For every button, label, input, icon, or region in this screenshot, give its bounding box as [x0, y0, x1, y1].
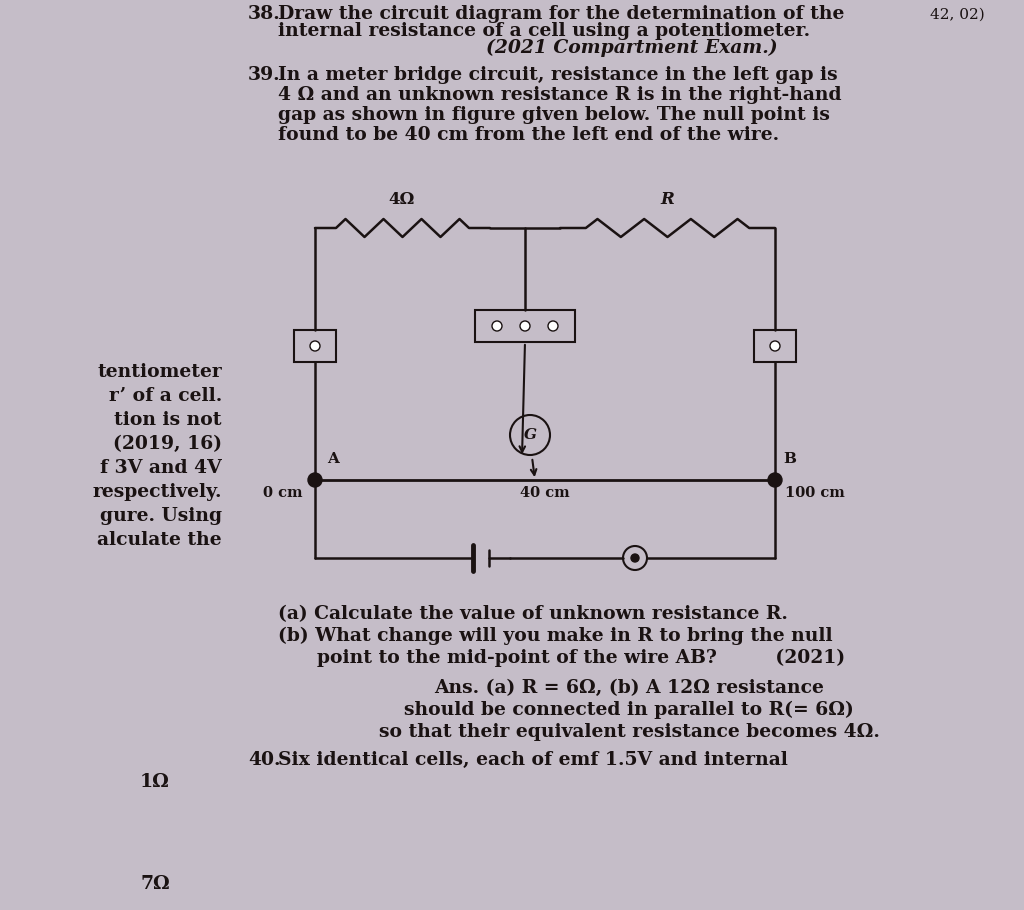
Text: internal resistance of a cell using a potentiometer.: internal resistance of a cell using a po… [278, 22, 810, 40]
Text: 42, 02): 42, 02) [930, 8, 985, 22]
Text: 0 cm: 0 cm [263, 486, 302, 500]
Text: Draw the circuit diagram for the determination of the: Draw the circuit diagram for the determi… [278, 5, 845, 23]
Text: (2019, 16): (2019, 16) [113, 435, 222, 453]
Circle shape [492, 321, 502, 331]
Text: should be connected in parallel to R(= 6Ω): should be connected in parallel to R(= 6… [404, 701, 854, 719]
Circle shape [520, 321, 530, 331]
Text: Ans. (a) R = 6Ω, (b) A 12Ω resistance: Ans. (a) R = 6Ω, (b) A 12Ω resistance [434, 679, 824, 697]
Text: (b) What change will you make in R to bring the null: (b) What change will you make in R to br… [278, 627, 833, 645]
Circle shape [631, 554, 639, 562]
Text: 7Ω: 7Ω [140, 875, 170, 893]
Circle shape [623, 546, 647, 570]
Text: 1Ω: 1Ω [140, 773, 170, 791]
Bar [754, 330, 796, 362]
Text: so that their equivalent resistance becomes 4Ω.: so that their equivalent resistance beco… [379, 723, 880, 741]
Text: respectively.: respectively. [92, 483, 222, 501]
Text: G: G [523, 428, 537, 442]
Text: found to be 40 cm from the left end of the wire.: found to be 40 cm from the left end of t… [278, 126, 779, 144]
Text: alculate the: alculate the [97, 531, 222, 549]
Circle shape [548, 321, 558, 331]
Text: (a) Calculate the value of unknown resistance R.: (a) Calculate the value of unknown resis… [278, 605, 787, 623]
Text: In a meter bridge circuit, resistance in the left gap is: In a meter bridge circuit, resistance in… [278, 66, 838, 84]
Text: A: A [327, 452, 339, 466]
Text: 40 cm: 40 cm [520, 486, 569, 500]
Bar [475, 310, 575, 342]
Text: tion is not: tion is not [115, 411, 222, 429]
Text: gure. Using: gure. Using [100, 507, 222, 525]
Circle shape [308, 473, 322, 487]
Text: 39.: 39. [248, 66, 281, 84]
Text: gap as shown in figure given below. The null point is: gap as shown in figure given below. The … [278, 106, 829, 124]
Text: 100 cm: 100 cm [785, 486, 845, 500]
Text: tentiometer: tentiometer [97, 363, 222, 381]
Text: 4 Ω and an unknown resistance R is in the right-hand: 4 Ω and an unknown resistance R is in th… [278, 86, 842, 104]
Text: 4Ω: 4Ω [389, 191, 415, 208]
Circle shape [770, 341, 780, 351]
Text: f 3V and 4V: f 3V and 4V [100, 459, 222, 477]
Bar [294, 330, 336, 362]
Text: B: B [783, 452, 796, 466]
Text: r’ of a cell.: r’ of a cell. [109, 387, 222, 405]
Text: R: R [660, 191, 674, 208]
Text: 38.: 38. [248, 5, 281, 23]
Circle shape [768, 473, 782, 487]
Text: Six identical cells, each of emf 1.5V and internal: Six identical cells, each of emf 1.5V an… [278, 751, 787, 769]
Text: 40.: 40. [248, 751, 281, 769]
Circle shape [510, 415, 550, 455]
Text: (2021 Compartment Exam.): (2021 Compartment Exam.) [278, 39, 777, 57]
Text: point to the mid-point of the wire AB?         (2021): point to the mid-point of the wire AB? (… [278, 649, 845, 667]
Circle shape [310, 341, 319, 351]
